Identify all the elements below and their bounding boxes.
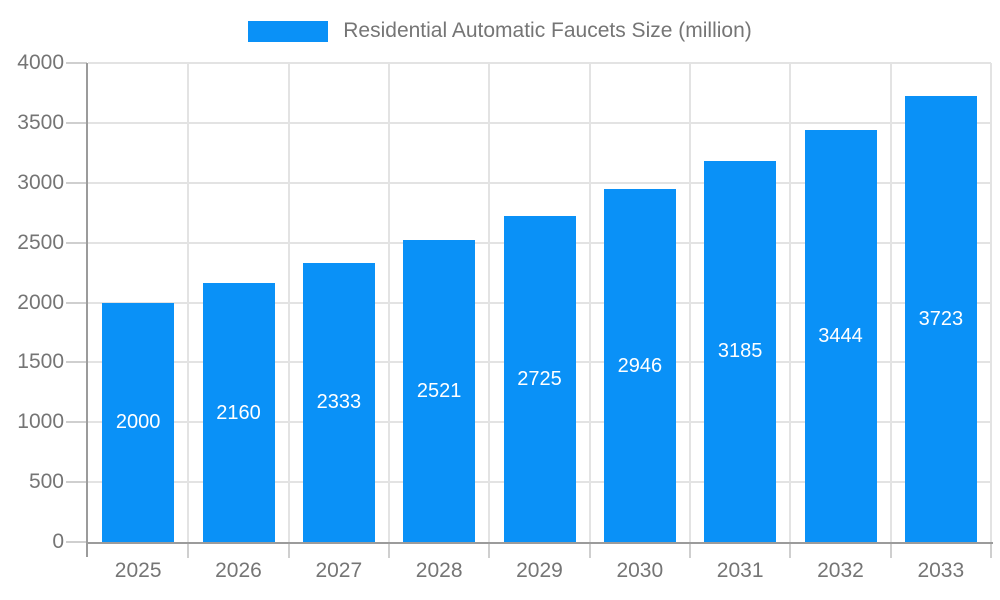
bar-value-label: 2521: [416, 380, 462, 403]
gridline-vertical: [287, 63, 290, 542]
bar-value-label: 2946: [617, 354, 663, 377]
x-axis-tick-label: 2030: [616, 559, 664, 582]
y-axis-tick: [66, 541, 87, 543]
bar-value-label: 2725: [517, 367, 562, 390]
x-axis-tick: [287, 544, 290, 558]
y-axis-tick: [66, 361, 87, 364]
legend: Residential Automatic Faucets Size (mill…: [0, 18, 1000, 44]
x-axis-tick-label: 2028: [415, 559, 463, 582]
x-axis-tick: [187, 544, 190, 558]
gridline-horizontal: [88, 121, 991, 124]
legend-swatch: [248, 20, 329, 42]
y-axis-tick-label: 1000: [17, 410, 64, 434]
x-axis-tick-label: 2027: [315, 559, 363, 582]
y-axis-tick: [66, 241, 87, 244]
x-axis-tick: [789, 544, 792, 558]
bar-value-label: 2160: [216, 401, 261, 424]
y-axis-tick: [66, 301, 87, 304]
gridline-vertical: [388, 63, 390, 542]
bar-value-label: 3185: [717, 340, 763, 363]
x-axis-tick-label: 2032: [817, 559, 864, 582]
y-axis-tick-label: 2000: [17, 290, 64, 314]
bar: 3723: [904, 96, 977, 542]
gridline-vertical: [789, 63, 792, 542]
y-axis-line: [86, 63, 88, 557]
bar-value-label: 2000: [115, 411, 161, 434]
gridline-vertical: [488, 63, 491, 542]
gridline-vertical: [990, 63, 992, 542]
gridline-horizontal: [88, 181, 991, 184]
y-axis-tick-label: 3000: [17, 170, 64, 194]
x-axis-tick-label: 2033: [917, 559, 965, 582]
bar: 2725: [503, 215, 576, 542]
gridline-vertical: [588, 63, 591, 542]
y-axis-tick-label: 500: [28, 470, 64, 494]
y-axis-tick: [66, 62, 87, 64]
x-axis-tick-label: 2025: [114, 559, 162, 582]
x-axis-tick: [488, 544, 491, 558]
y-axis-tick: [66, 181, 87, 184]
bar-value-label: 3444: [818, 324, 863, 347]
x-axis-tick-label: 2029: [516, 559, 563, 582]
y-axis-tick-label: 4000: [17, 51, 64, 74]
bar: 2160: [202, 283, 275, 542]
bar-value-label: 2333: [316, 391, 362, 414]
x-axis-tick: [990, 544, 992, 558]
legend-label: Residential Automatic Faucets Size (mill…: [343, 19, 752, 42]
y-axis-tick: [66, 121, 87, 124]
y-axis-tick-label: 0: [52, 530, 64, 553]
gridline-horizontal: [88, 62, 991, 64]
x-axis-tick: [588, 544, 591, 558]
bar: 2000: [102, 302, 175, 542]
bar: 2521: [403, 240, 476, 542]
y-axis-tick-label: 3500: [17, 110, 64, 134]
x-axis-tick-label: 2031: [716, 559, 764, 582]
y-axis-tick-label: 2500: [17, 230, 64, 254]
bar-value-label: 3723: [918, 308, 964, 331]
bar: 2333: [302, 262, 375, 542]
bar: 3185: [704, 160, 777, 542]
gridline-vertical: [889, 63, 892, 542]
gridline-vertical: [689, 63, 691, 542]
x-axis-tick: [689, 544, 691, 558]
bar: 2946: [603, 189, 676, 542]
plot-area: 2000 2160 2333 2521 2725 2946 3185 3444 3723: [88, 62, 992, 542]
x-axis-line: [86, 542, 993, 544]
y-axis-tick: [66, 481, 87, 484]
gridline-vertical: [187, 63, 190, 542]
y-axis-tick-label: 1500: [17, 350, 64, 374]
x-axis-tick-label: 2026: [215, 559, 262, 582]
bar: 3444: [804, 129, 877, 542]
x-axis-tick: [889, 544, 892, 558]
x-axis-tick: [388, 544, 390, 558]
y-axis-tick: [66, 421, 87, 424]
